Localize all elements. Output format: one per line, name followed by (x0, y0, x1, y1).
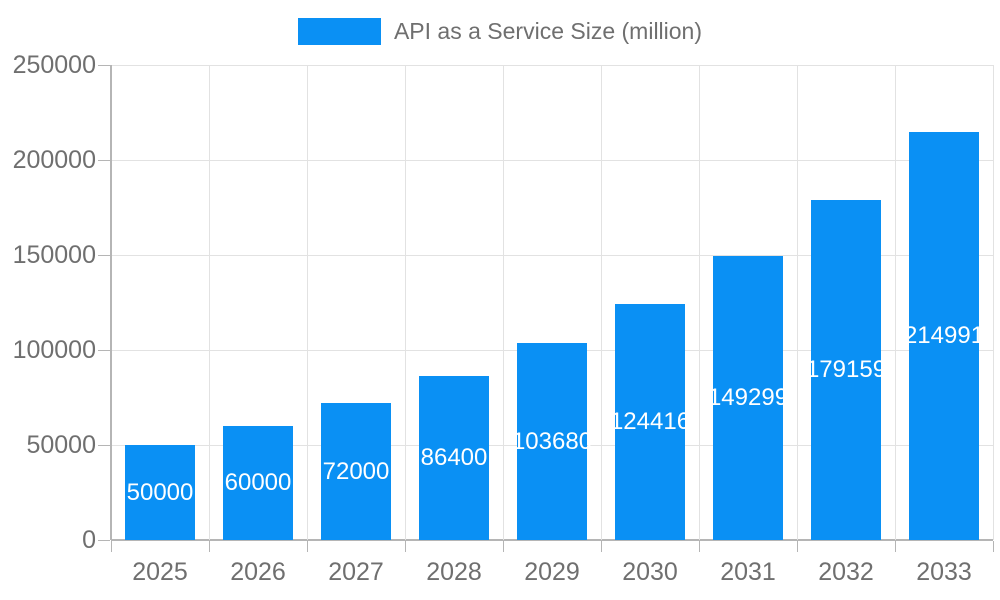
y-axis-tick (98, 160, 110, 161)
x-axis-label: 2032 (818, 558, 874, 586)
y-axis-tick (98, 350, 110, 351)
x-gridline (307, 65, 308, 540)
x-axis-tick (405, 541, 406, 552)
bar-value-label: 72000 (322, 458, 390, 485)
bar-value-label: 149299 (707, 384, 789, 411)
bar (811, 200, 881, 540)
x-gridline (209, 65, 210, 540)
y-gridline (111, 160, 993, 161)
x-axis-tick (209, 541, 210, 552)
x-axis-label: 2030 (622, 558, 678, 586)
x-axis-tick (699, 541, 700, 552)
bar-value-label: 124416 (609, 408, 691, 435)
x-axis-label: 2033 (916, 558, 972, 586)
x-axis-tick (797, 541, 798, 552)
legend[interactable]: API as a Service Size (million) (0, 15, 1000, 47)
y-axis-label: 100000 (12, 336, 96, 364)
x-gridline (699, 65, 700, 540)
x-axis-label: 2027 (328, 558, 384, 586)
y-axis-tick (98, 445, 110, 446)
bar (909, 132, 979, 540)
legend-swatch (297, 17, 381, 45)
bar-value-label: 60000 (224, 469, 292, 496)
bar (713, 256, 783, 540)
bar-value-label: 103680 (511, 428, 593, 455)
x-axis-tick (307, 541, 308, 552)
x-axis-line (111, 539, 993, 541)
bar-value-label: 50000 (126, 479, 194, 506)
x-axis-label: 2025 (132, 558, 188, 586)
x-axis-label: 2028 (426, 558, 482, 586)
y-gridline (111, 255, 993, 256)
x-axis-tick (111, 541, 112, 552)
bar (419, 376, 489, 540)
y-gridline (111, 65, 993, 66)
y-axis-label: 200000 (12, 146, 96, 174)
y-axis-tick (98, 255, 110, 256)
x-axis-label: 2026 (230, 558, 286, 586)
x-gridline (601, 65, 602, 540)
x-axis-label: 2029 (524, 558, 580, 586)
bar (615, 304, 685, 540)
bar (125, 445, 195, 540)
x-gridline (503, 65, 504, 540)
y-axis-tick (98, 65, 110, 66)
x-gridline (797, 65, 798, 540)
y-axis-label: 250000 (12, 51, 96, 79)
y-axis-label: 0 (82, 526, 96, 554)
y-axis-line (110, 65, 112, 540)
x-axis-label: 2031 (720, 558, 776, 586)
x-gridline (895, 65, 896, 540)
x-axis-tick (601, 541, 602, 552)
bar-value-label: 214991 (903, 322, 985, 349)
x-axis-tick (503, 541, 504, 552)
bar-value-label: 179159 (805, 356, 887, 383)
x-axis-tick (895, 541, 896, 552)
y-axis-tick (98, 540, 110, 541)
bar-value-label: 86400 (420, 444, 488, 471)
x-axis-tick (993, 541, 994, 552)
bar (517, 343, 587, 540)
legend-label: API as a Service Size (million) (393, 17, 703, 44)
bar (321, 403, 391, 540)
bar (223, 426, 293, 540)
x-gridline (993, 65, 994, 540)
y-axis-label: 50000 (26, 431, 96, 459)
y-axis-label: 150000 (12, 241, 96, 269)
x-gridline (405, 65, 406, 540)
